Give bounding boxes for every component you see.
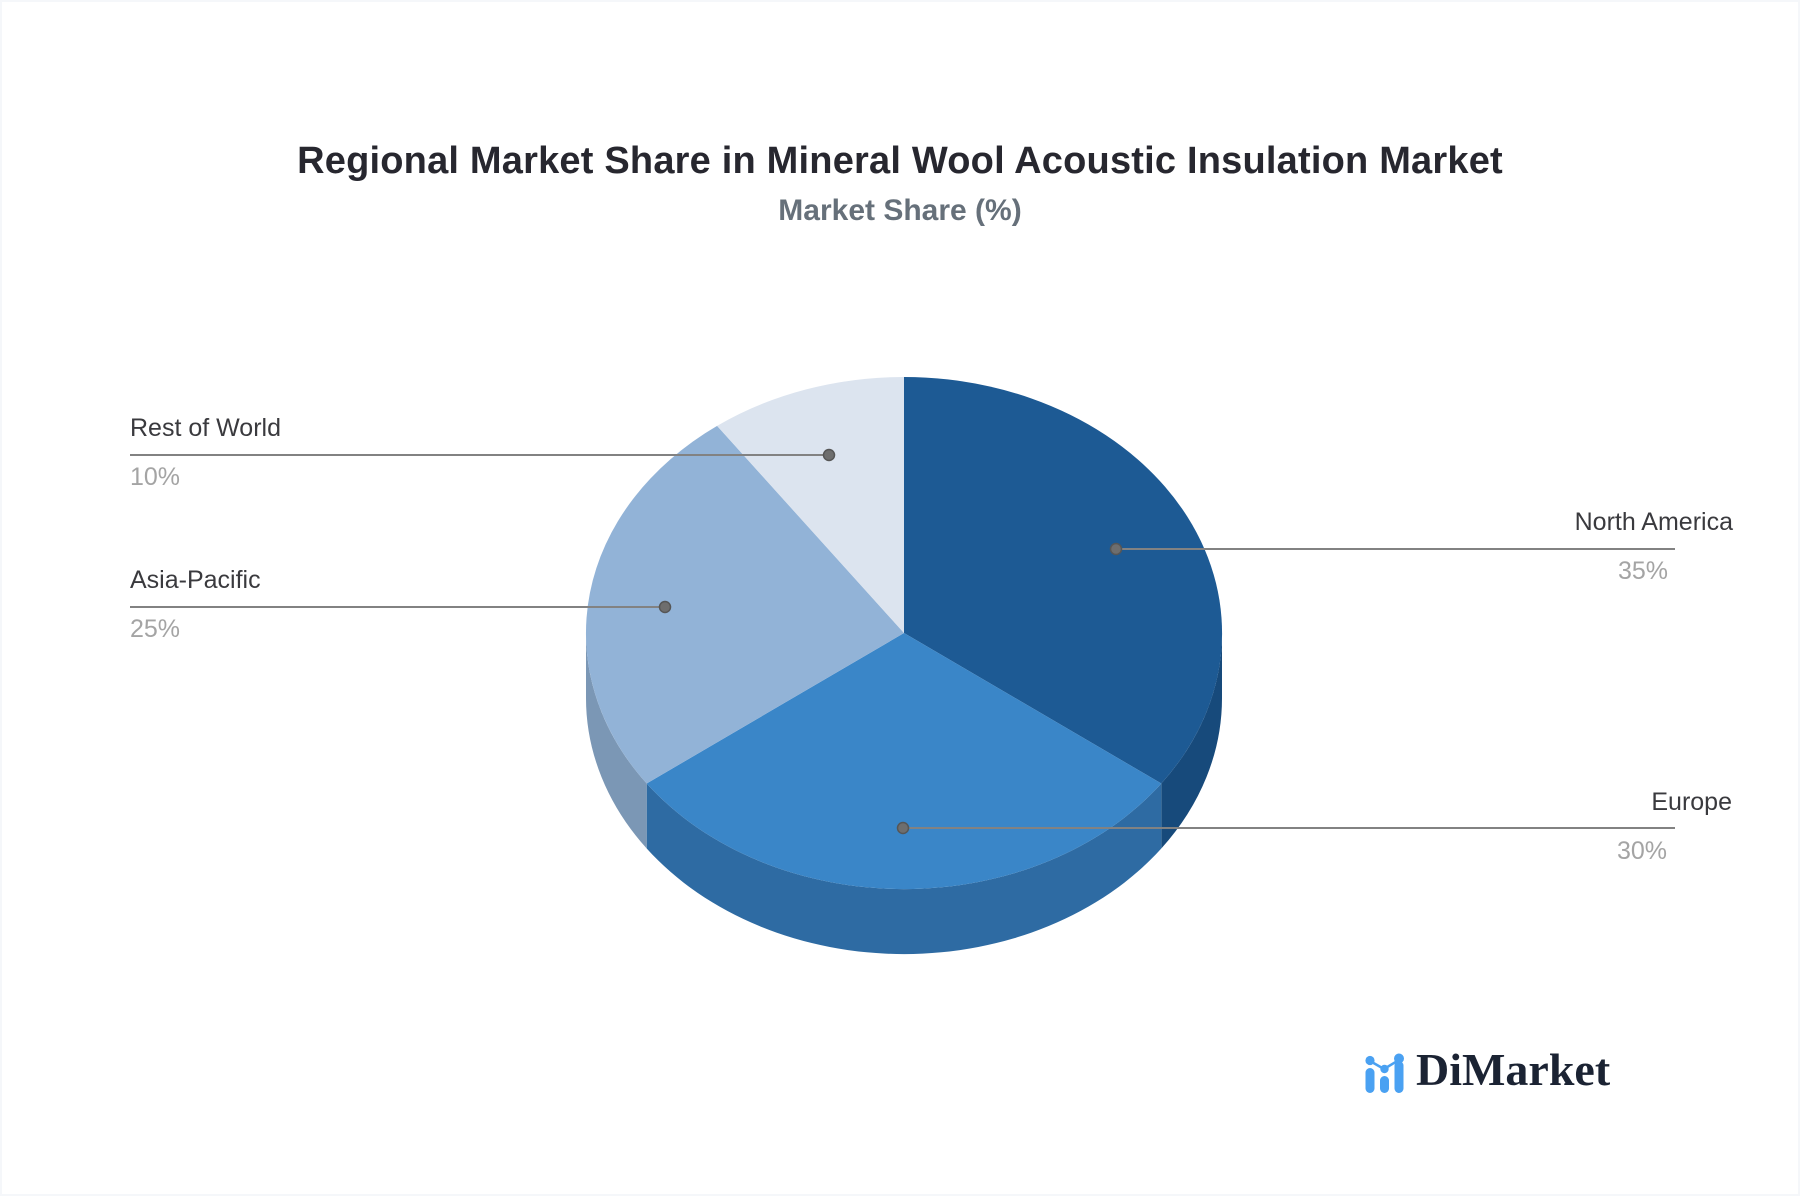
value-europe: 30% (1616, 837, 1667, 865)
leader-dot-rest-of-world (822, 448, 836, 462)
dimarket-logo-text: DiMarket (1416, 1044, 1611, 1095)
dimarket-logo[interactable]: DiMarket (1362, 1042, 1652, 1102)
label-north-america: North America (1574, 508, 1733, 536)
leader-dot-asia-pacific (658, 600, 672, 614)
leader-dot-europe (896, 821, 910, 835)
pie-slice-north-america[interactable] (904, 377, 1223, 784)
pie-slice-asia-pacific[interactable] (585, 425, 904, 784)
pie-slice-side-asia-pacific (586, 633, 647, 849)
pie-slice-side-north-america (1161, 633, 1222, 849)
value-north-america: 35% (1617, 557, 1668, 585)
mini-bar-chart-icon (1365, 1053, 1404, 1093)
label-asia-pacific: Asia-Pacific (130, 566, 261, 594)
chart-subtitle: Market Share (%) (778, 194, 1022, 227)
pie-slice-side-europe (646, 783, 1162, 955)
pie-slice-rest-of-world[interactable] (717, 377, 904, 633)
leader-dot-north-america (1109, 542, 1123, 556)
chart-title: Regional Market Share in Mineral Wool Ac… (297, 140, 1503, 182)
value-rest-of-world: 10% (130, 463, 181, 491)
value-asia-pacific: 25% (130, 615, 181, 643)
label-europe: Europe (1651, 788, 1732, 816)
label-rest-of-world: Rest of World (130, 414, 281, 442)
pie-slice-europe[interactable] (646, 633, 1162, 890)
